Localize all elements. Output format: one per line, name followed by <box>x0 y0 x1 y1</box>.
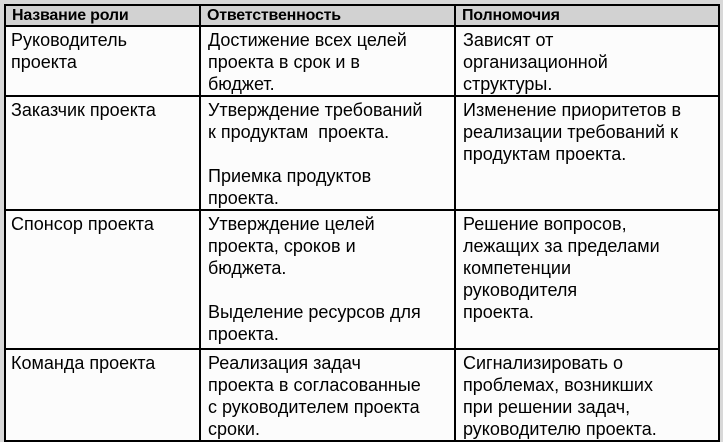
authority-cell: Решение вопросов, лежащих за пределами к… <box>454 209 720 350</box>
column-header-authority: Полномочия <box>454 4 720 27</box>
authority-cell: Зависят от организационной структуры. <box>454 25 720 97</box>
authority-cell: Изменение приоритетов в реализации требо… <box>454 95 720 211</box>
responsibility-cell: Утверждение целей проекта, сроков и бюдж… <box>199 209 456 350</box>
table-row: Руководитель проекта Достижение всех цел… <box>4 25 720 97</box>
column-header-responsibility: Ответственность <box>199 4 456 27</box>
table-header-row: Название роли Ответственность Полномочия <box>4 4 720 27</box>
table-row: Заказчик проекта Утверждение требований … <box>4 95 720 211</box>
responsibility-cell: Реализация задач проекта в согласованные… <box>199 348 456 442</box>
table-row: Спонсор проекта Утверждение целей проект… <box>4 209 720 350</box>
responsibility-cell: Достижение всех целей проекта в срок и в… <box>199 25 456 97</box>
role-cell: Команда проекта <box>4 348 201 442</box>
authority-cell: Сигнализировать о проблемах, возникших п… <box>454 348 720 442</box>
role-cell: Спонсор проекта <box>4 209 201 350</box>
role-cell: Заказчик проекта <box>4 95 201 211</box>
column-header-role: Название роли <box>4 4 201 27</box>
project-roles-table: Название роли Ответственность Полномочия… <box>4 4 720 442</box>
role-cell: Руководитель проекта <box>4 25 201 97</box>
responsibility-cell: Утверждение требований к продуктам проек… <box>199 95 456 211</box>
table-row: Команда проекта Реализация задач проекта… <box>4 348 720 442</box>
